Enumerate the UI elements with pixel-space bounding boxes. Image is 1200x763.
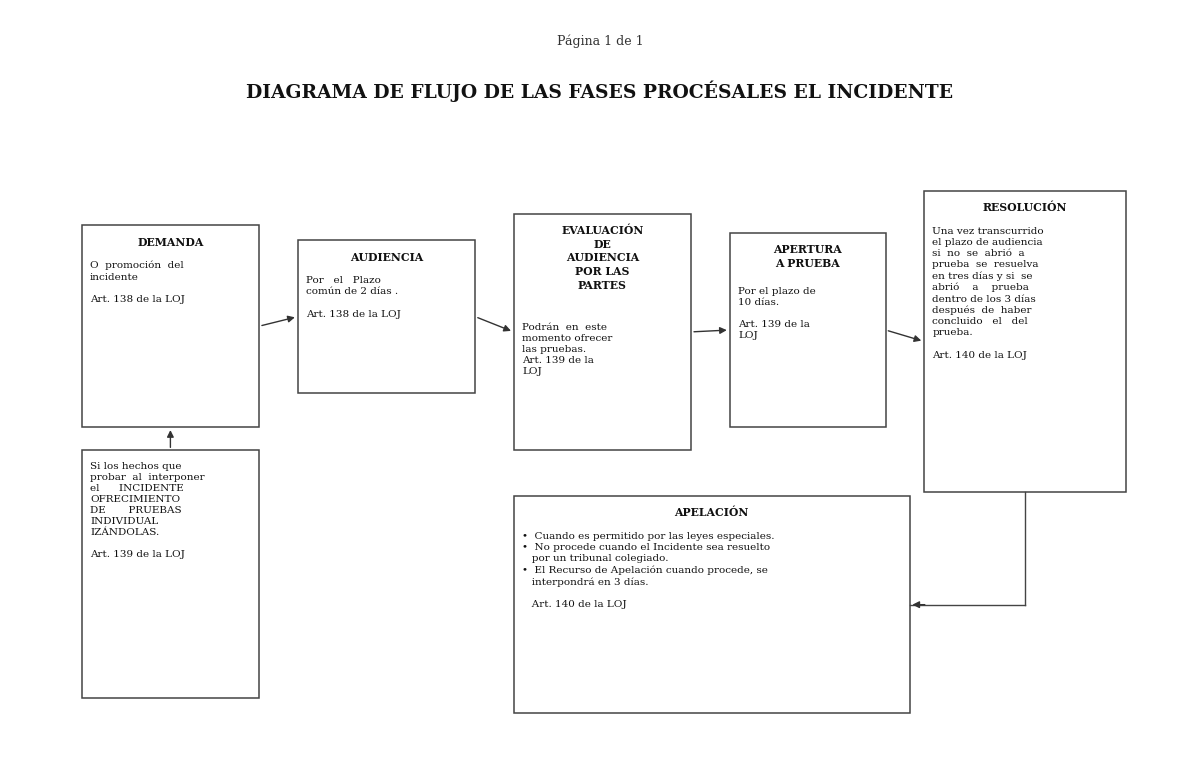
Text: Si los hechos que
probar  al  interponer
el      INCIDENTE
OFRECIMIENTO
DE      : Si los hechos que probar al interponer e…: [90, 462, 205, 559]
Text: •  Cuando es permitido por las leyes especiales.
•  No procede cuando el Inciden: • Cuando es permitido por las leyes espe…: [522, 532, 774, 609]
Text: Una vez transcurrido
el plazo de audiencia
si  no  se  abrió  a
prueba  se  resu: Una vez transcurrido el plazo de audienc…: [932, 227, 1044, 359]
Text: Podrán  en  este
momento ofrecer
las pruebas.
Art. 139 de la
LOJ: Podrán en este momento ofrecer las prueb…: [522, 323, 612, 376]
Text: O  promoción  del
incidente

Art. 138 de la LOJ: O promoción del incidente Art. 138 de la…: [90, 261, 185, 304]
Text: RESOLUCIÓN: RESOLUCIÓN: [983, 202, 1067, 213]
Bar: [298, 240, 475, 393]
Text: DIAGRAMA DE FLUJO DE LAS FASES PROCÉSALES EL INCIDENTE: DIAGRAMA DE FLUJO DE LAS FASES PROCÉSALE…: [246, 80, 954, 101]
Text: AUDIENCIA: AUDIENCIA: [349, 252, 424, 262]
Text: Página 1 de 1: Página 1 de 1: [557, 34, 643, 48]
Text: APERTURA
A PRUEBA: APERTURA A PRUEBA: [773, 244, 842, 269]
Bar: [82, 450, 259, 698]
Text: EVALUACIÓN
DE
AUDIENCIA
POR LAS
PARTES: EVALUACIÓN DE AUDIENCIA POR LAS PARTES: [562, 225, 643, 291]
Text: Por el plazo de
10 días.

Art. 139 de la
LOJ: Por el plazo de 10 días. Art. 139 de la …: [738, 287, 816, 340]
Bar: [514, 496, 910, 713]
Text: Por   el   Plazo
común de 2 días .

Art. 138 de la LOJ: Por el Plazo común de 2 días . Art. 138 …: [306, 276, 401, 318]
Bar: [924, 191, 1126, 492]
Text: APELACIÓN: APELACIÓN: [674, 507, 749, 518]
Text: DEMANDA: DEMANDA: [137, 237, 204, 247]
Bar: [514, 214, 691, 450]
Bar: [82, 225, 259, 427]
Bar: [730, 233, 886, 427]
